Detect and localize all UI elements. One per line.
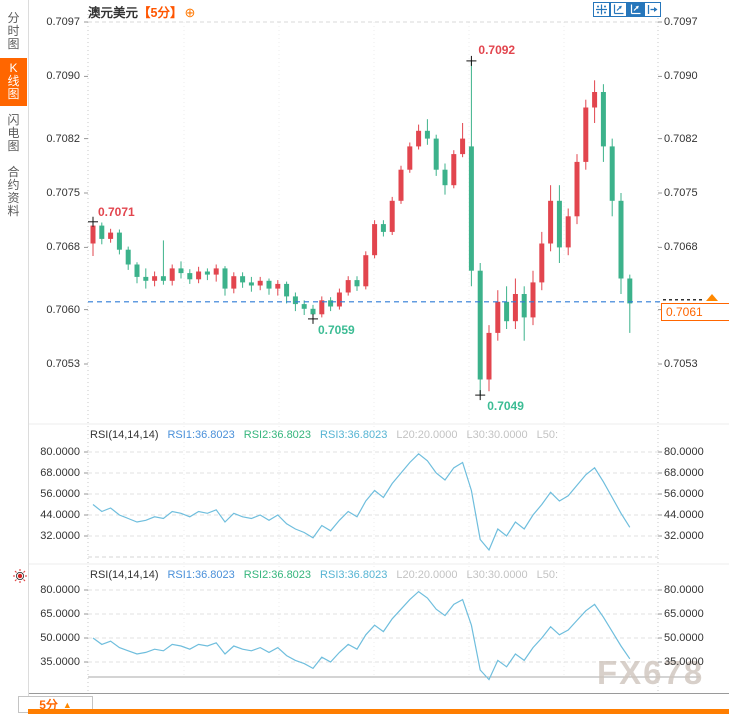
price-axis-label: 0.7053: [664, 358, 698, 370]
l30-label: L30:30.0000: [466, 429, 528, 441]
axis-scale-icon[interactable]: [627, 2, 644, 17]
timeframe-value: 5分: [39, 698, 58, 712]
collapse-panel-icon[interactable]: [644, 2, 661, 17]
price-axis-label: 0.7068: [664, 241, 698, 254]
rsi2-axis-label: 50.0000: [40, 632, 80, 644]
rsi1-axis-label: 68.0000: [664, 467, 704, 479]
price-axis-label: 0.7082: [46, 132, 80, 145]
l30-label: L30:30.0000: [466, 569, 528, 581]
price-axis-label: 0.7097: [664, 16, 698, 28]
indicator-settings-sun-icon[interactable]: [12, 568, 28, 584]
price-axis-label: 0.7053: [46, 358, 80, 370]
add-indicator-icon[interactable]: ⊕: [184, 5, 196, 20]
price-axis-label: 0.7097: [46, 16, 80, 28]
watermark: FX678: [597, 654, 705, 691]
price-axis-label: 0.7075: [664, 187, 698, 199]
symbol-name: 澳元美元: [88, 6, 139, 20]
rsi1-axis-label: 68.0000: [40, 467, 80, 479]
price-axis-label: 0.7082: [664, 132, 698, 145]
rsi1-axis-label: 44.0000: [664, 509, 704, 521]
dropdown-up-arrow-icon: ▲: [62, 699, 72, 710]
bottom-accent-bar: [28, 709, 729, 714]
price-annotation: 0.7059: [318, 322, 355, 337]
rsi2-axis-label: 35.0000: [664, 656, 704, 668]
timeframe-selector-button[interactable]: 5分 ▲: [18, 696, 93, 713]
rsi1-axis-label: 56.0000: [664, 488, 704, 500]
rsi3-value: RSI3:36.8023: [320, 429, 388, 441]
sidebar-tab-3[interactable]: 闪电图: [0, 110, 27, 158]
sidebar-tab-label: 分时图: [7, 11, 20, 51]
l50-label: L50:: [536, 569, 559, 581]
price-annotation: 0.7071: [98, 204, 135, 219]
price-axis-label: 0.7075: [46, 187, 80, 199]
axis-zoom-icon[interactable]: [610, 2, 627, 17]
current-price-tag: 0.7061: [661, 303, 729, 321]
rsi2-value: RSI2:36.8023: [243, 429, 312, 441]
price-axis-label: 0.7090: [664, 70, 698, 83]
sidebar-tab-label: 合约资料: [7, 165, 20, 218]
price-axis-label: 0.7060: [46, 303, 80, 316]
rsi2-axis-label: 80.0000: [664, 584, 704, 596]
price-annotation: 0.7049: [487, 399, 524, 414]
sidebar-tab-2[interactable]: K线图: [0, 58, 27, 106]
rsi1-axis-label: 44.0000: [40, 509, 80, 521]
rsi2-axis-label: 65.0000: [664, 608, 704, 620]
l20-label: L20:20.0000: [396, 429, 458, 441]
rsi1-axis-label: 80.0000: [664, 446, 704, 458]
move-crosshair-icon[interactable]: [593, 2, 610, 17]
rsi2-value: RSI2:36.8023: [243, 569, 312, 581]
rsi3-value: RSI3:36.8023: [320, 569, 388, 581]
rsi1-axis-label: 80.0000: [40, 446, 80, 458]
rsi-panel1-header: RSI(14,14,14) RSI1:36.8023 RSI2:36.8023 RSI…: [90, 429, 567, 441]
rsi1-axis-label: 56.0000: [40, 488, 80, 500]
sidebar-tab-label: K线图: [7, 61, 20, 101]
price-annotation: 0.7092: [478, 42, 516, 57]
rsi1-axis-label: 32.0000: [40, 530, 80, 542]
rsi2-axis-label: 65.0000: [40, 608, 80, 620]
rsi1-axis-label: 32.0000: [664, 530, 704, 542]
rsi2-axis-label: 35.0000: [40, 656, 80, 668]
l50-label: L50:: [536, 429, 559, 441]
price-up-triangle-icon: [706, 294, 718, 301]
rsi2-axis-label: 50.0000: [664, 632, 704, 644]
rsi2-axis-label: 80.0000: [40, 584, 80, 596]
rsi1-value: RSI1:36.8023: [167, 429, 235, 441]
price-axis-label: 0.7090: [46, 70, 80, 83]
price-axis-label: 0.7068: [46, 241, 80, 254]
sidebar: 分时图 K线图闪电图合约资料: [0, 0, 29, 714]
l20-label: L20:20.0000: [396, 569, 458, 581]
rsi1-value: RSI1:36.8023: [167, 569, 235, 581]
sidebar-tab-4[interactable]: 合约资料: [0, 162, 27, 224]
rsi-name: RSI(14,14,14): [90, 569, 159, 581]
timeframe-label: 【5分】: [138, 6, 183, 20]
rsi-name: RSI(14,14,14): [90, 429, 159, 441]
sidebar-tab-1[interactable]: 分时图: [0, 8, 27, 55]
sidebar-tab-label: 闪电图: [7, 113, 20, 153]
rsi-panel2-header: RSI(14,14,14) RSI1:36.8023 RSI2:36.8023 RSI…: [90, 569, 567, 581]
chart-title: 澳元美元【5分】 ⊕: [88, 2, 195, 21]
